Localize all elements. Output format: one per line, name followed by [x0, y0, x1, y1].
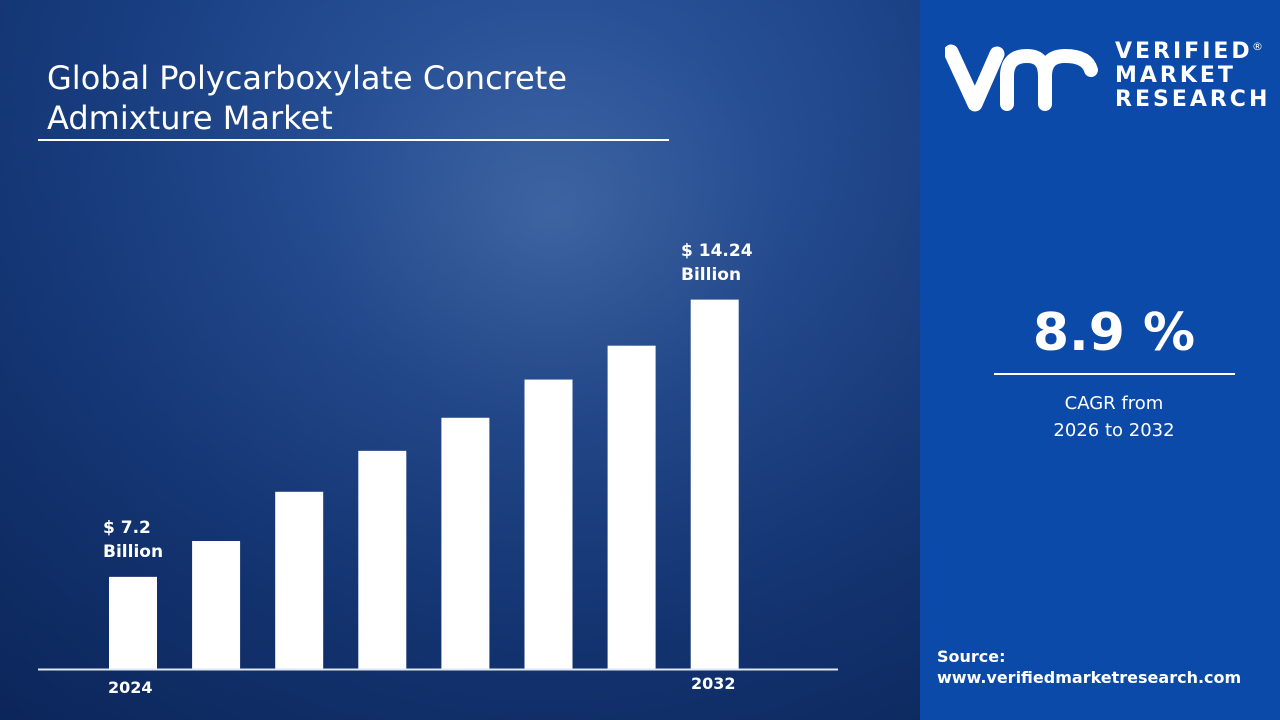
bar-3 — [275, 491, 324, 669]
source: Source: www.verifiedmarketresearch.com — [937, 646, 1241, 688]
first-value-label: $ 7.2 Billion — [103, 516, 163, 564]
bar-7 — [607, 345, 656, 669]
chart-title: Global Polycarboxylate Concrete Admixtur… — [47, 58, 567, 138]
cagr-label-line-2: 2026 to 2032 — [1053, 420, 1175, 441]
side-panel — [920, 0, 1280, 720]
title-line-1: Global Polycarboxylate Concrete — [47, 59, 568, 97]
brand-name: VERIFIED MARKET RESEARCH — [1115, 40, 1270, 112]
x-tick-2032: 2032 — [691, 674, 736, 693]
first-unit: Billion — [103, 542, 164, 562]
source-label: Source: — [937, 647, 1006, 666]
registered-mark: ® — [1252, 40, 1263, 53]
last-unit: Billion — [681, 265, 742, 285]
brand-line-1: VERIFIED — [1115, 39, 1253, 64]
last-value: $ 14.24 — [681, 241, 753, 261]
first-value: $ 7.2 — [103, 518, 151, 538]
bar-8 — [690, 299, 739, 669]
bar-chart — [38, 299, 838, 671]
brand-line-3: RESEARCH — [1115, 87, 1271, 112]
title-underline — [38, 139, 669, 141]
cagr-divider — [994, 373, 1235, 375]
title-line-2: Admixture Market — [47, 99, 333, 137]
last-value-label: $ 14.24 Billion — [681, 239, 753, 287]
source-url[interactable]: www.verifiedmarketresearch.com — [937, 668, 1242, 687]
vmr-logo-icon — [945, 44, 1098, 112]
bar-6 — [524, 379, 573, 669]
bar-5 — [441, 417, 490, 669]
bar-1 — [109, 576, 157, 669]
cagr-label-line-1: CAGR from — [1064, 393, 1164, 414]
cagr-label: CAGR from 2026 to 2032 — [994, 390, 1234, 444]
x-tick-2024: 2024 — [108, 678, 153, 697]
bar-2 — [192, 541, 241, 669]
cagr-value: 8.9 % — [1032, 303, 1196, 363]
brand-line-2: MARKET — [1115, 63, 1236, 88]
bar-4 — [358, 450, 407, 669]
